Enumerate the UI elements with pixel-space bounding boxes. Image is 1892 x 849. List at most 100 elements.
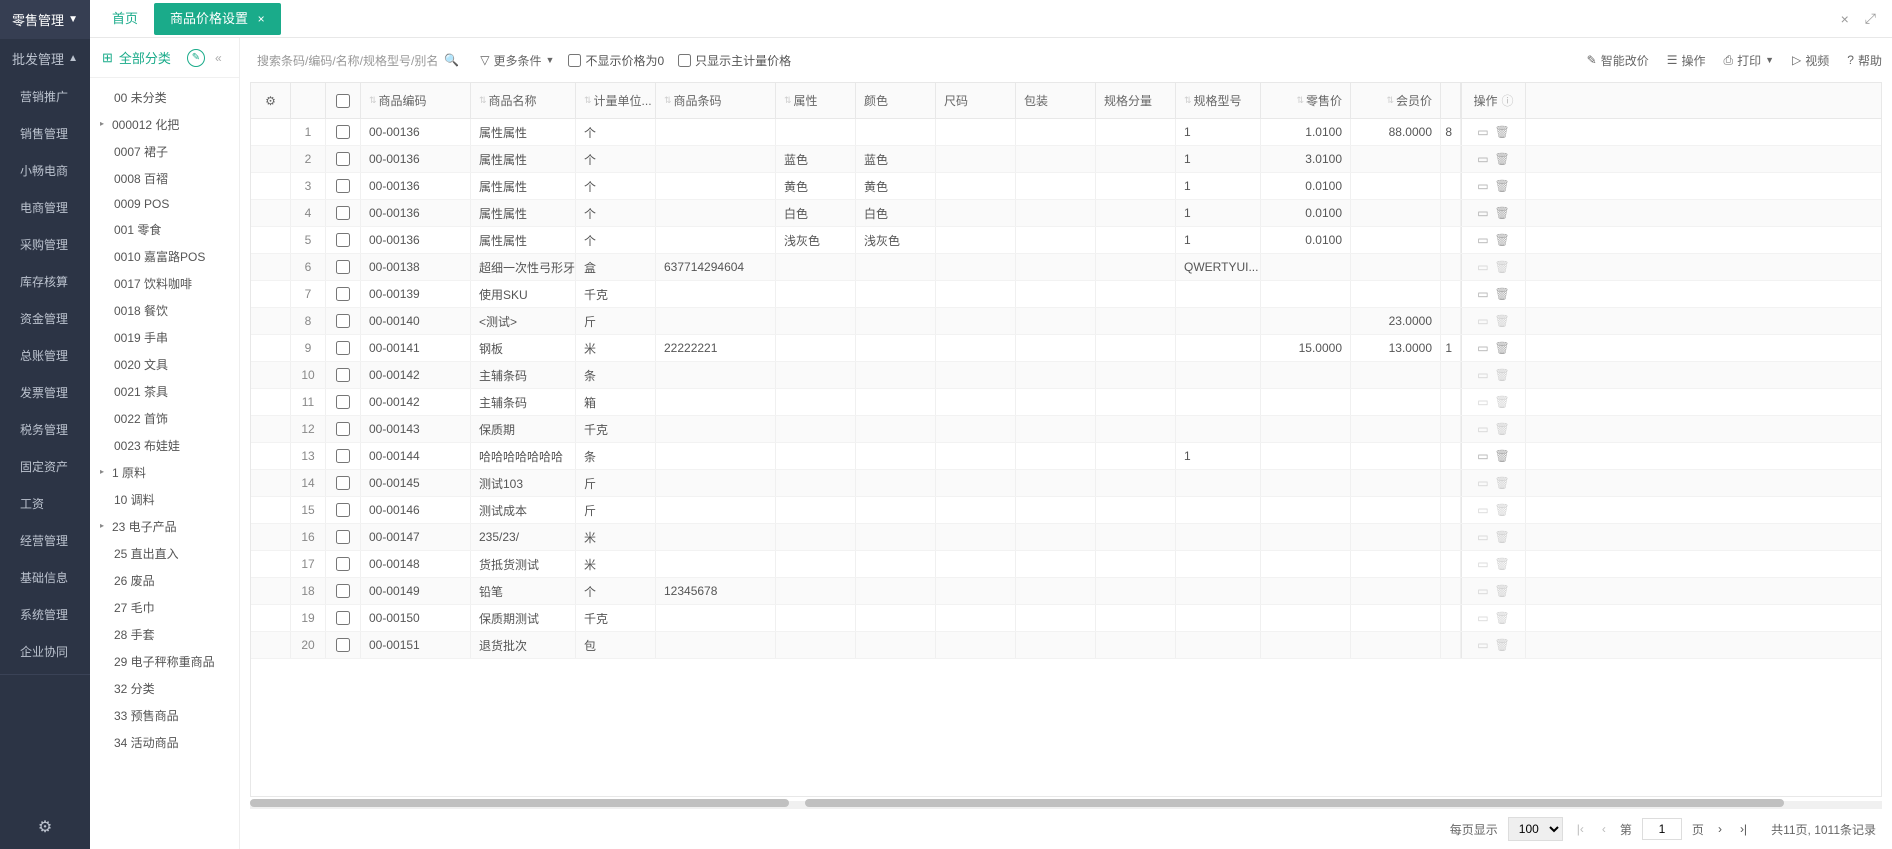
close-icon[interactable]: × [258,12,265,26]
row-checkbox[interactable] [336,611,350,625]
sidebar-sub-10[interactable]: 固定资产 [0,448,90,485]
tree-node[interactable]: 0017 饮料咖啡 [90,270,239,297]
tree-node[interactable]: ▸000012 化把 [90,111,239,138]
sort-icon[interactable]: ⇅ [784,95,792,106]
tree-node[interactable]: ▸1 原料 [90,459,239,486]
delete-row-icon[interactable]: 🗑 [1495,125,1510,139]
delete-row-icon[interactable]: 🗑 [1495,449,1510,463]
edit-row-icon[interactable]: ▭ [1477,152,1488,166]
sort-icon[interactable]: ⇅ [1386,95,1394,106]
table-row[interactable]: 1800-00149铅笔个12345678▭🗑 [251,578,1881,605]
tree-node[interactable]: 25 直出直入 [90,540,239,567]
sidebar-sub-15[interactable]: 企业协同 [0,633,90,670]
operate-button[interactable]: ☰操作 [1667,52,1706,69]
tree-node[interactable]: 0008 百褶 [90,165,239,192]
tree-node[interactable]: 0022 首饰 [90,405,239,432]
tree-node[interactable]: 34 活动商品 [90,729,239,756]
row-checkbox[interactable] [336,449,350,463]
next-page-button[interactable]: › [1714,822,1726,836]
select-all-checkbox[interactable] [336,94,350,108]
row-checkbox[interactable] [336,557,350,571]
collapse-icon[interactable]: « [215,51,227,65]
table-row[interactable]: 1500-00146测试成本斤▭🗑 [251,497,1881,524]
sidebar-item-retail[interactable]: 零售管理 ▼ [0,0,90,39]
table-row[interactable]: 1700-00148货抵货测试米▭🗑 [251,551,1881,578]
edit-row-icon[interactable]: ▭ [1477,287,1488,301]
tree-node[interactable]: 27 毛巾 [90,594,239,621]
sort-icon[interactable]: ⇅ [369,95,377,106]
page-input[interactable] [1642,818,1682,840]
sort-icon[interactable]: ⇅ [479,95,487,106]
row-checkbox[interactable] [336,638,350,652]
edit-icon[interactable]: ✎ [187,49,205,67]
tree-node[interactable]: 0020 文具 [90,351,239,378]
page-size-select[interactable]: 100 [1508,817,1563,841]
table-row[interactable]: 1000-00142主辅条码条▭🗑 [251,362,1881,389]
sidebar-sub-13[interactable]: 基础信息 [0,559,90,596]
tree-node[interactable]: 29 电子秤称重商品 [90,648,239,675]
sidebar-sub-0[interactable]: 营销推广 [0,78,90,115]
tree-node[interactable]: ▸23 电子产品 [90,513,239,540]
sidebar-sub-5[interactable]: 库存核算 [0,263,90,300]
expand-icon[interactable]: ⤢ [1865,10,1876,27]
video-button[interactable]: ▷视频 [1792,52,1829,69]
tree-node[interactable]: 0007 裙子 [90,138,239,165]
row-checkbox[interactable] [336,584,350,598]
delete-row-icon[interactable]: 🗑 [1495,179,1510,193]
settings-icon[interactable]: ⚙ [0,805,90,849]
delete-row-icon[interactable]: 🗑 [1495,206,1510,220]
sidebar-sub-12[interactable]: 经营管理 [0,522,90,559]
sidebar-sub-2[interactable]: 小畅电商 [0,152,90,189]
tree-node[interactable]: 28 手套 [90,621,239,648]
edit-row-icon[interactable]: ▭ [1477,233,1488,247]
table-row[interactable]: 900-00141钢板米2222222115.000013.00001▭🗑 [251,335,1881,362]
prev-page-button[interactable]: ‹ [1598,822,1610,836]
tree-node[interactable]: 32 分类 [90,675,239,702]
sort-icon[interactable]: ⇅ [584,95,592,106]
row-checkbox[interactable] [336,125,350,139]
table-row[interactable]: 1600-00147235/23/米▭🗑 [251,524,1881,551]
tree-node[interactable]: 0010 嘉富路POS [90,243,239,270]
table-row[interactable]: 300-00136属性属性个黄色黄色10.0100▭🗑 [251,173,1881,200]
table-row[interactable]: 800-00140<测试>斤23.0000▭🗑 [251,308,1881,335]
table-row[interactable]: 100-00136属性属性个11.010088.00008▭🗑 [251,119,1881,146]
tree-node[interactable]: 26 废品 [90,567,239,594]
tree-node[interactable]: 0023 布娃娃 [90,432,239,459]
smart-price-button[interactable]: ✎智能改价 [1587,52,1649,69]
table-row[interactable]: 1100-00142主辅条码箱▭🗑 [251,389,1881,416]
table-row[interactable]: 400-00136属性属性个白色白色10.0100▭🗑 [251,200,1881,227]
more-conditions[interactable]: ▽ 更多条件 ▼ [480,52,554,69]
tree-node[interactable]: 0021 茶具 [90,378,239,405]
sidebar-sub-14[interactable]: 系统管理 [0,596,90,633]
delete-row-icon[interactable]: 🗑 [1495,287,1510,301]
row-checkbox[interactable] [336,314,350,328]
print-button[interactable]: ⎙打印 ▼ [1724,52,1775,69]
sort-icon[interactable]: ⇅ [1184,95,1192,106]
sidebar-sub-7[interactable]: 总账管理 [0,337,90,374]
tree-node[interactable]: 10 调料 [90,486,239,513]
first-page-button[interactable]: |‹ [1573,822,1588,836]
table-row[interactable]: 600-00138超细一次性弓形牙线盒637714294604QWERTYUI.… [251,254,1881,281]
row-checkbox[interactable] [336,152,350,166]
sidebar-sub-4[interactable]: 采购管理 [0,226,90,263]
row-checkbox[interactable] [336,422,350,436]
row-checkbox[interactable] [336,260,350,274]
tree-node[interactable]: 00 未分类 [90,84,239,111]
tree-node[interactable]: 001 零食 [90,216,239,243]
sidebar-sub-9[interactable]: 税务管理 [0,411,90,448]
row-checkbox[interactable] [336,368,350,382]
edit-row-icon[interactable]: ▭ [1477,341,1488,355]
last-page-button[interactable]: ›| [1736,822,1751,836]
table-row[interactable]: 500-00136属性属性个浅灰色浅灰色10.0100▭🗑 [251,227,1881,254]
help-button[interactable]: ?帮助 [1847,52,1882,69]
search-input[interactable]: 搜索条码/编码/名称/规格型号/别名 🔍 [250,47,466,74]
edit-row-icon[interactable]: ▭ [1477,449,1488,463]
row-checkbox[interactable] [336,179,350,193]
sidebar-sub-3[interactable]: 电商管理 [0,189,90,226]
table-row[interactable]: 700-00139使用SKU千克▭🗑 [251,281,1881,308]
row-checkbox[interactable] [336,206,350,220]
edit-row-icon[interactable]: ▭ [1477,125,1488,139]
row-checkbox[interactable] [336,287,350,301]
sidebar-sub-8[interactable]: 发票管理 [0,374,90,411]
row-checkbox[interactable] [336,476,350,490]
